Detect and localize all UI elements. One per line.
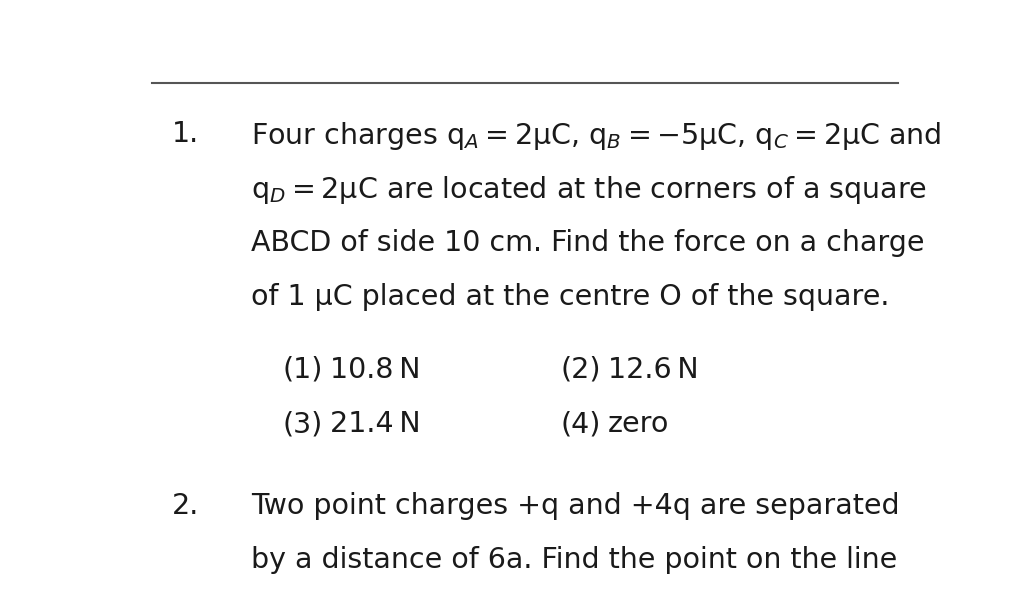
Text: (2): (2) [560, 356, 601, 384]
Text: zero: zero [608, 410, 670, 438]
Text: 2.: 2. [172, 492, 199, 520]
Text: 12.6 N: 12.6 N [608, 356, 698, 384]
Text: (1): (1) [283, 356, 324, 384]
Text: (4): (4) [560, 410, 601, 438]
Text: of 1 μC placed at the centre O of the square.: of 1 μC placed at the centre O of the sq… [251, 283, 890, 311]
Text: q$_D$ = 2μC are located at the corners of a square: q$_D$ = 2μC are located at the corners o… [251, 175, 927, 206]
Text: by a distance of 6a. Find the point on the line: by a distance of 6a. Find the point on t… [251, 547, 897, 575]
Text: 21.4 N: 21.4 N [331, 410, 421, 438]
Text: (3): (3) [283, 410, 323, 438]
Text: ABCD of side 10 cm. Find the force on a charge: ABCD of side 10 cm. Find the force on a … [251, 229, 925, 257]
Text: Four charges q$_A$ = 2μC, q$_B$ = −5μC, q$_C$ = 2μC and: Four charges q$_A$ = 2μC, q$_B$ = −5μC, … [251, 120, 941, 152]
Text: 10.8 N: 10.8 N [331, 356, 421, 384]
Text: Two point charges +q and +4q are separated: Two point charges +q and +4q are separat… [251, 492, 900, 520]
Text: 1.: 1. [172, 120, 199, 148]
